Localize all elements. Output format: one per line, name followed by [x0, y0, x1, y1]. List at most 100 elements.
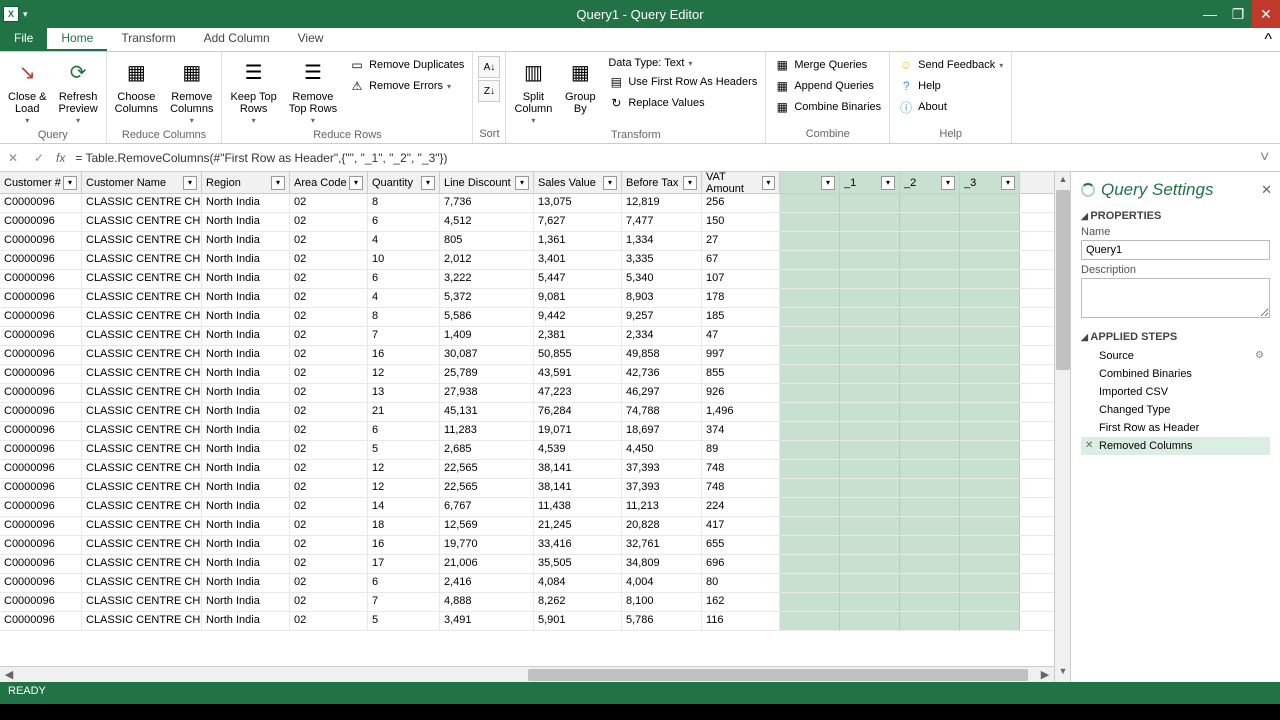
column-header[interactable]: Area Code▾ [290, 172, 368, 193]
applied-step[interactable]: First Row as Header [1081, 419, 1270, 437]
formula-input[interactable]: = Table.RemoveColumns(#"First Row as Hea… [73, 149, 1252, 167]
scroll-right-icon[interactable]: ▶ [1036, 668, 1054, 681]
scroll-down-icon[interactable]: ▼ [1056, 666, 1070, 680]
column-header[interactable]: Line Discount▾ [440, 172, 534, 193]
filter-icon[interactable]: ▾ [941, 176, 955, 190]
table-row[interactable]: C0000096CLASSIC CENTRE CHDNorth India021… [0, 498, 1054, 517]
remove-columns-button[interactable]: ▦RemoveColumns [166, 55, 217, 129]
fx-icon[interactable]: fx [56, 151, 65, 165]
filter-icon[interactable]: ▾ [183, 176, 197, 190]
vertical-scrollbar[interactable]: ▲ ▼ [1054, 172, 1070, 682]
filter-icon[interactable]: ▾ [821, 176, 835, 190]
table-row[interactable]: C0000096CLASSIC CENTRE CHDNorth India021… [0, 517, 1054, 536]
settings-close-button[interactable]: ✕ [1261, 182, 1272, 198]
table-row[interactable]: C0000096CLASSIC CENTRE CHDNorth India021… [0, 555, 1054, 574]
step-delete-icon[interactable]: ✕ [1085, 440, 1093, 451]
group-by-button[interactable]: ▦GroupBy [560, 55, 600, 117]
append-queries-button[interactable]: ▦Append Queries [770, 76, 885, 96]
horizontal-scrollbar[interactable]: ◀ ▶ [0, 666, 1054, 682]
column-header-empty[interactable]: _3▾ [960, 172, 1020, 193]
close-load-button[interactable]: ↘Close &Load [4, 55, 51, 129]
merge-queries-button[interactable]: ▦Merge Queries [770, 55, 885, 75]
remove-top-rows-button[interactable]: ☰RemoveTop Rows [285, 55, 341, 129]
remove-duplicates-button[interactable]: ▭Remove Duplicates [345, 55, 468, 75]
formula-cancel-button[interactable]: ✕ [4, 149, 22, 167]
filter-icon[interactable]: ▾ [349, 176, 363, 190]
formula-accept-button[interactable]: ✓ [30, 149, 48, 167]
table-row[interactable]: C0000096CLASSIC CENTRE CHDNorth India021… [0, 346, 1054, 365]
tab-file[interactable]: File [0, 28, 47, 51]
replace-values-button[interactable]: ↻Replace Values [604, 93, 761, 113]
tab-transform[interactable]: Transform [107, 28, 189, 51]
column-header[interactable]: Region▾ [202, 172, 290, 193]
filter-icon[interactable]: ▾ [515, 176, 529, 190]
step-settings-icon[interactable]: ⚙ [1255, 350, 1264, 361]
table-row[interactable]: C0000096CLASSIC CENTRE CHDNorth India026… [0, 422, 1054, 441]
table-row[interactable]: C0000096CLASSIC CENTRE CHDNorth India026… [0, 574, 1054, 593]
minimize-button[interactable]: — [1196, 0, 1224, 28]
scroll-up-icon[interactable]: ▲ [1056, 174, 1070, 188]
split-column-button[interactable]: ▥SplitColumn [510, 55, 556, 129]
table-row[interactable]: C0000096CLASSIC CENTRE CHDNorth India025… [0, 441, 1054, 460]
filter-icon[interactable]: ▾ [1001, 176, 1015, 190]
column-header-empty[interactable]: _1▾ [840, 172, 900, 193]
tab-view[interactable]: View [284, 28, 338, 51]
column-header[interactable]: Quantity▾ [368, 172, 440, 193]
table-row[interactable]: C0000096CLASSIC CENTRE CHDNorth India024… [0, 232, 1054, 251]
table-row[interactable]: C0000096CLASSIC CENTRE CHDNorth India021… [0, 384, 1054, 403]
table-row[interactable]: C0000096CLASSIC CENTRE CHDNorth India021… [0, 479, 1054, 498]
column-header[interactable]: Customer Name▾ [82, 172, 202, 193]
filter-icon[interactable]: ▾ [421, 176, 435, 190]
help-button[interactable]: ?Help [894, 76, 1007, 96]
first-row-headers-button[interactable]: ▤Use First Row As Headers [604, 72, 761, 92]
combine-binaries-button[interactable]: ▦Combine Binaries [770, 97, 885, 117]
table-row[interactable]: C0000096CLASSIC CENTRE CHDNorth India021… [0, 251, 1054, 270]
filter-icon[interactable]: ▾ [603, 176, 617, 190]
sort-asc-button[interactable]: A↓ [478, 56, 500, 78]
table-row[interactable]: C0000096CLASSIC CENTRE CHDNorth India028… [0, 194, 1054, 213]
table-row[interactable]: C0000096CLASSIC CENTRE CHDNorth India027… [0, 593, 1054, 612]
filter-icon[interactable]: ▾ [881, 176, 895, 190]
filter-icon[interactable]: ▾ [683, 176, 697, 190]
table-row[interactable]: C0000096CLASSIC CENTRE CHDNorth India025… [0, 612, 1054, 631]
table-row[interactable]: C0000096CLASSIC CENTRE CHDNorth India021… [0, 365, 1054, 384]
table-row[interactable]: C0000096CLASSIC CENTRE CHDNorth India026… [0, 213, 1054, 232]
qat-dropdown-icon[interactable]: ▾ [23, 6, 37, 20]
sort-desc-button[interactable]: Z↓ [478, 80, 500, 102]
table-row[interactable]: C0000096CLASSIC CENTRE CHDNorth India022… [0, 403, 1054, 422]
hscroll-thumb[interactable] [528, 669, 1028, 681]
refresh-preview-button[interactable]: ⟳RefreshPreview [55, 55, 102, 129]
remove-errors-button[interactable]: ⚠Remove Errors [345, 76, 468, 96]
column-header[interactable]: Before Tax▾ [622, 172, 702, 193]
table-row[interactable]: C0000096CLASSIC CENTRE CHDNorth India024… [0, 289, 1054, 308]
applied-step[interactable]: Combined Binaries [1081, 365, 1270, 383]
vscroll-thumb[interactable] [1056, 190, 1070, 370]
filter-icon[interactable]: ▾ [271, 176, 285, 190]
column-header[interactable]: Sales Value▾ [534, 172, 622, 193]
table-row[interactable]: C0000096CLASSIC CENTRE CHDNorth India027… [0, 327, 1054, 346]
table-row[interactable]: C0000096CLASSIC CENTRE CHDNorth India028… [0, 308, 1054, 327]
column-header[interactable]: VAT Amount▾ [702, 172, 780, 193]
query-name-input[interactable] [1081, 240, 1270, 260]
query-description-input[interactable] [1081, 278, 1270, 318]
applied-step[interactable]: Removed Columns✕ [1081, 437, 1270, 455]
collapse-ribbon-icon[interactable]: ^ [1256, 28, 1280, 51]
column-header-empty[interactable]: _2▾ [900, 172, 960, 193]
send-feedback-button[interactable]: ☺Send Feedback [894, 55, 1007, 75]
table-row[interactable]: C0000096CLASSIC CENTRE CHDNorth India026… [0, 270, 1054, 289]
column-header[interactable]: Customer #▾ [0, 172, 82, 193]
applied-step[interactable]: Source⚙ [1081, 347, 1270, 365]
table-row[interactable]: C0000096CLASSIC CENTRE CHDNorth India021… [0, 536, 1054, 555]
choose-columns-button[interactable]: ▦ChooseColumns [111, 55, 162, 117]
scroll-left-icon[interactable]: ◀ [0, 668, 18, 681]
filter-icon[interactable]: ▾ [63, 176, 77, 190]
keep-top-rows-button[interactable]: ☰Keep TopRows [226, 55, 280, 129]
data-type-button[interactable]: Data Type: Text [604, 55, 761, 71]
tab-home[interactable]: Home [47, 28, 107, 51]
close-button[interactable]: ✕ [1252, 0, 1280, 28]
applied-step[interactable]: Changed Type [1081, 401, 1270, 419]
filter-icon[interactable]: ▾ [762, 176, 775, 190]
column-header-empty[interactable]: ▾ [780, 172, 840, 193]
table-row[interactable]: C0000096CLASSIC CENTRE CHDNorth India021… [0, 460, 1054, 479]
tab-add-column[interactable]: Add Column [190, 28, 284, 51]
